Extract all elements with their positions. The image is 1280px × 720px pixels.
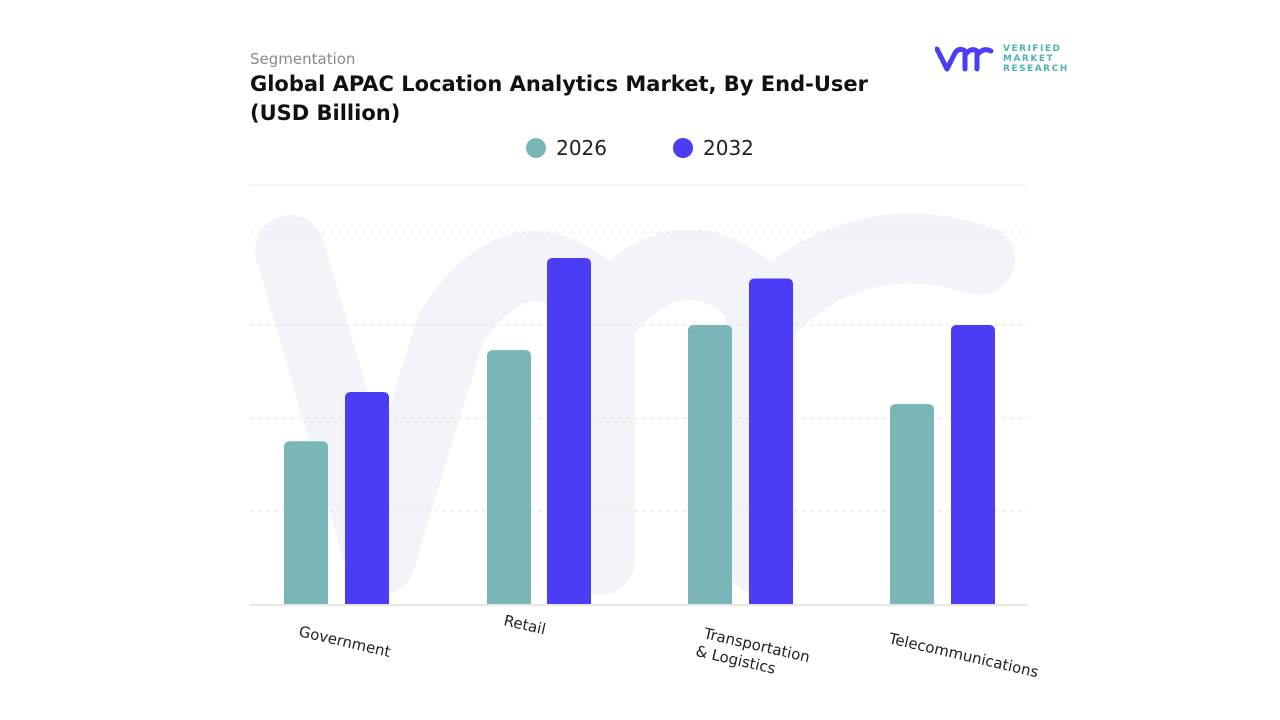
x-tick-label: Retail xyxy=(502,611,547,638)
legend: 2026 2032 xyxy=(0,136,1280,160)
x-tick-labels: Government Retail Transportation& Logistic… xyxy=(297,611,1040,684)
vmr-logo: VERIFIED MARKET RESEARCH xyxy=(935,44,1069,74)
x-tick-label: Government xyxy=(297,622,392,661)
watermark xyxy=(255,213,1015,595)
legend-label-2032: 2032 xyxy=(703,136,754,160)
vmr-logo-mark-icon xyxy=(935,46,994,72)
bar-2026-0 xyxy=(284,441,328,604)
legend-item-2026: 2026 xyxy=(526,136,607,160)
bar-2032-3 xyxy=(951,325,995,604)
logo-line: MARKET xyxy=(1003,54,1055,64)
x-tick-label: Transportation& Logistics xyxy=(694,623,812,684)
legend-item-2032: 2032 xyxy=(673,136,754,160)
bar-2026-3 xyxy=(890,404,934,604)
chart-title: Global APAC Location Analytics Market, B… xyxy=(250,72,868,125)
x-tick-label: Telecommunications xyxy=(886,629,1040,681)
bar-2032-2 xyxy=(749,278,793,604)
bar-2026-1 xyxy=(487,350,531,604)
bars xyxy=(284,258,995,604)
segment-label: Segmentation xyxy=(250,50,356,68)
bar-2032-0 xyxy=(345,391,389,604)
legend-label-2026: 2026 xyxy=(556,136,607,160)
bar-2032-1 xyxy=(547,258,591,604)
logo-line: VERIFIED xyxy=(1003,44,1062,54)
legend-swatch-2026 xyxy=(526,138,547,158)
bar-2026-2 xyxy=(688,325,732,604)
logo-line: RESEARCH xyxy=(1003,64,1069,74)
legend-swatch-2032 xyxy=(673,138,693,158)
